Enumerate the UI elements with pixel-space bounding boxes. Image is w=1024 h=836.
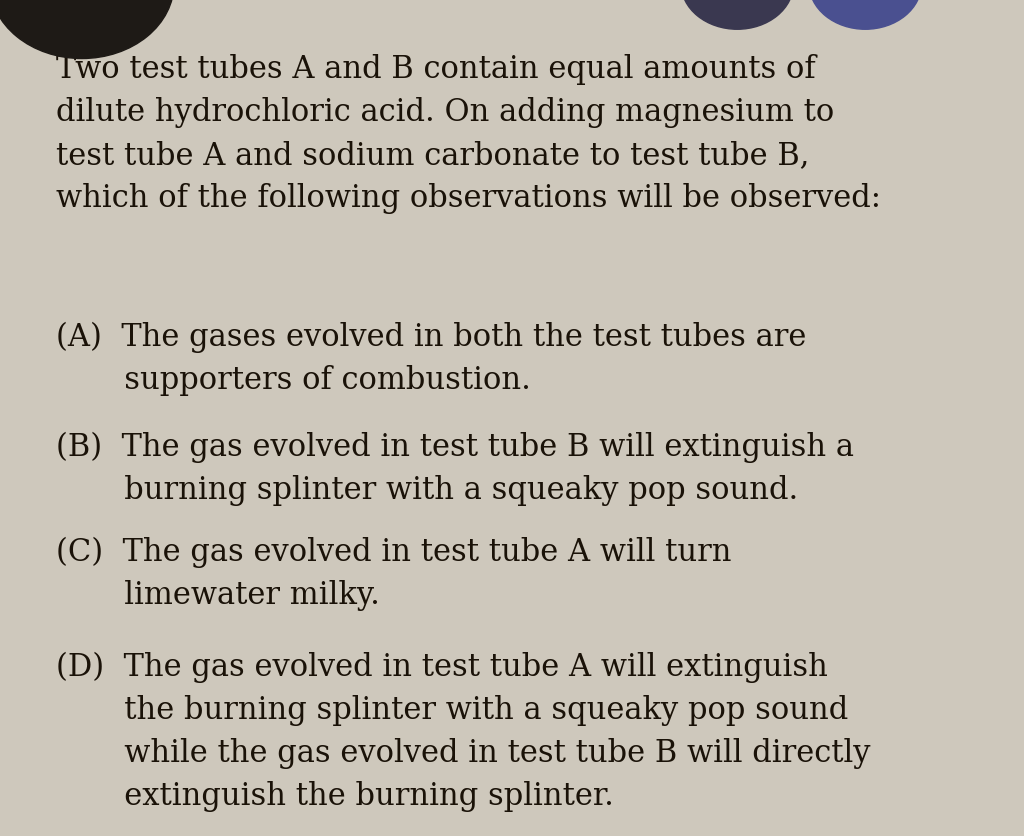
Text: (A)  The gases evolved in both the test tubes are
       supporters of combustio: (A) The gases evolved in both the test t… (56, 322, 807, 396)
Circle shape (809, 0, 922, 29)
Text: (B)  The gas evolved in test tube B will extinguish a
       burning splinter wi: (B) The gas evolved in test tube B will … (56, 432, 854, 507)
Text: Two test tubes A and B contain equal amounts of
dilute hydrochloric acid. On add: Two test tubes A and B contain equal amo… (56, 54, 882, 214)
Circle shape (681, 0, 794, 29)
Circle shape (0, 0, 174, 59)
Text: (D)  The gas evolved in test tube A will extinguish
       the burning splinter : (D) The gas evolved in test tube A will … (56, 652, 870, 813)
Text: (C)  The gas evolved in test tube A will turn
       limewater milky.: (C) The gas evolved in test tube A will … (56, 537, 732, 611)
